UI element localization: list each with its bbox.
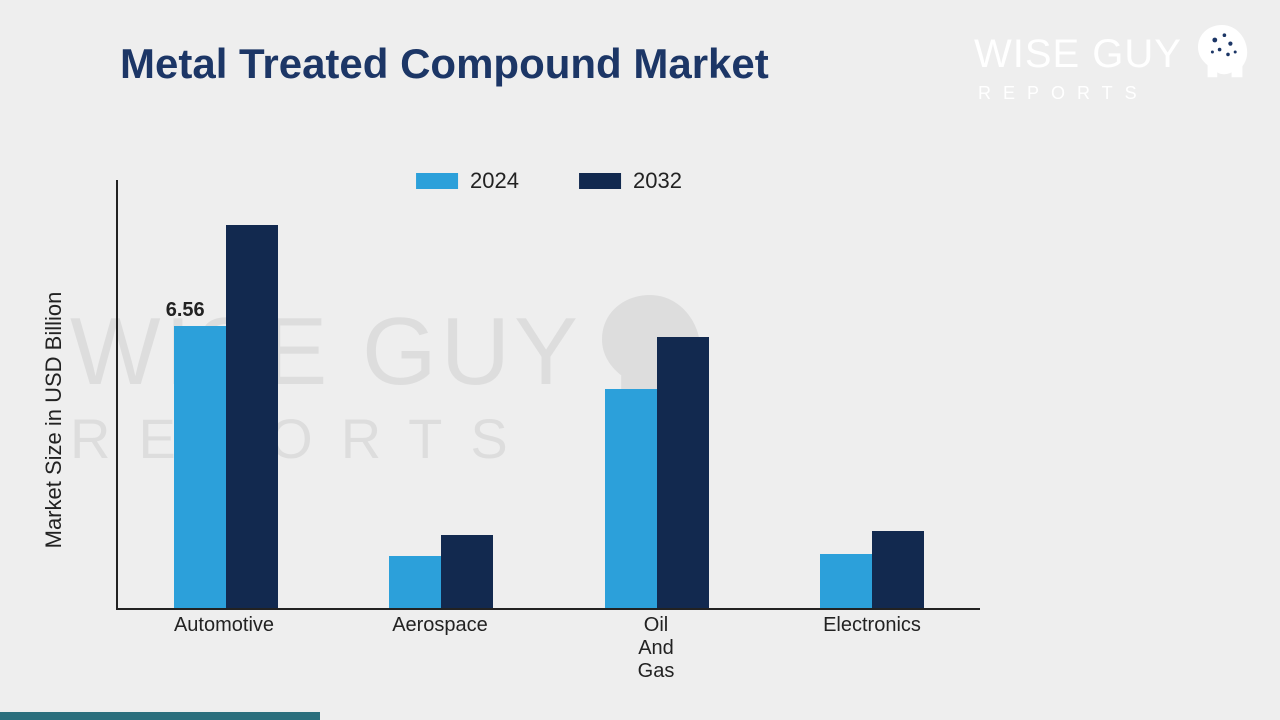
- x-axis-label: Electronics: [797, 610, 947, 680]
- bar-group: [366, 535, 516, 608]
- x-axis-label: Aerospace: [365, 610, 515, 680]
- x-axis-label: Automotive: [149, 610, 299, 680]
- chart-title: Metal Treated Compound Market: [120, 40, 769, 88]
- bar-2032: [872, 531, 924, 608]
- bar-2032: [226, 225, 278, 608]
- bar-2024: 6.56: [174, 326, 226, 608]
- bar-group: [582, 337, 732, 608]
- x-axis-label: OilAndGas: [581, 610, 731, 680]
- bottom-accent-bar: [0, 712, 320, 720]
- plot-area: 2024 2032 6.56: [116, 180, 980, 610]
- brand-head-icon: [1192, 22, 1252, 87]
- bar-group: [797, 531, 947, 608]
- bar-groups: 6.56: [118, 180, 980, 608]
- x-axis-labels: Automotive Aerospace OilAndGas Electronics: [116, 610, 980, 680]
- brand-logo: WISE GUY REPORTS: [974, 22, 1252, 104]
- bar-2024: [820, 554, 872, 608]
- bar-value-label: 6.56: [166, 299, 205, 322]
- y-axis-label: Market Size in USD Billion: [41, 292, 67, 549]
- bar-2024: [605, 389, 657, 608]
- bar-2032: [441, 535, 493, 608]
- bar-group: 6.56: [151, 225, 301, 608]
- brand-top: WISE GUY: [974, 32, 1182, 77]
- bar-2032: [657, 337, 709, 608]
- bar-2024: [389, 556, 441, 608]
- chart: Market Size in USD Billion 2024 2032 6.5…: [60, 160, 980, 680]
